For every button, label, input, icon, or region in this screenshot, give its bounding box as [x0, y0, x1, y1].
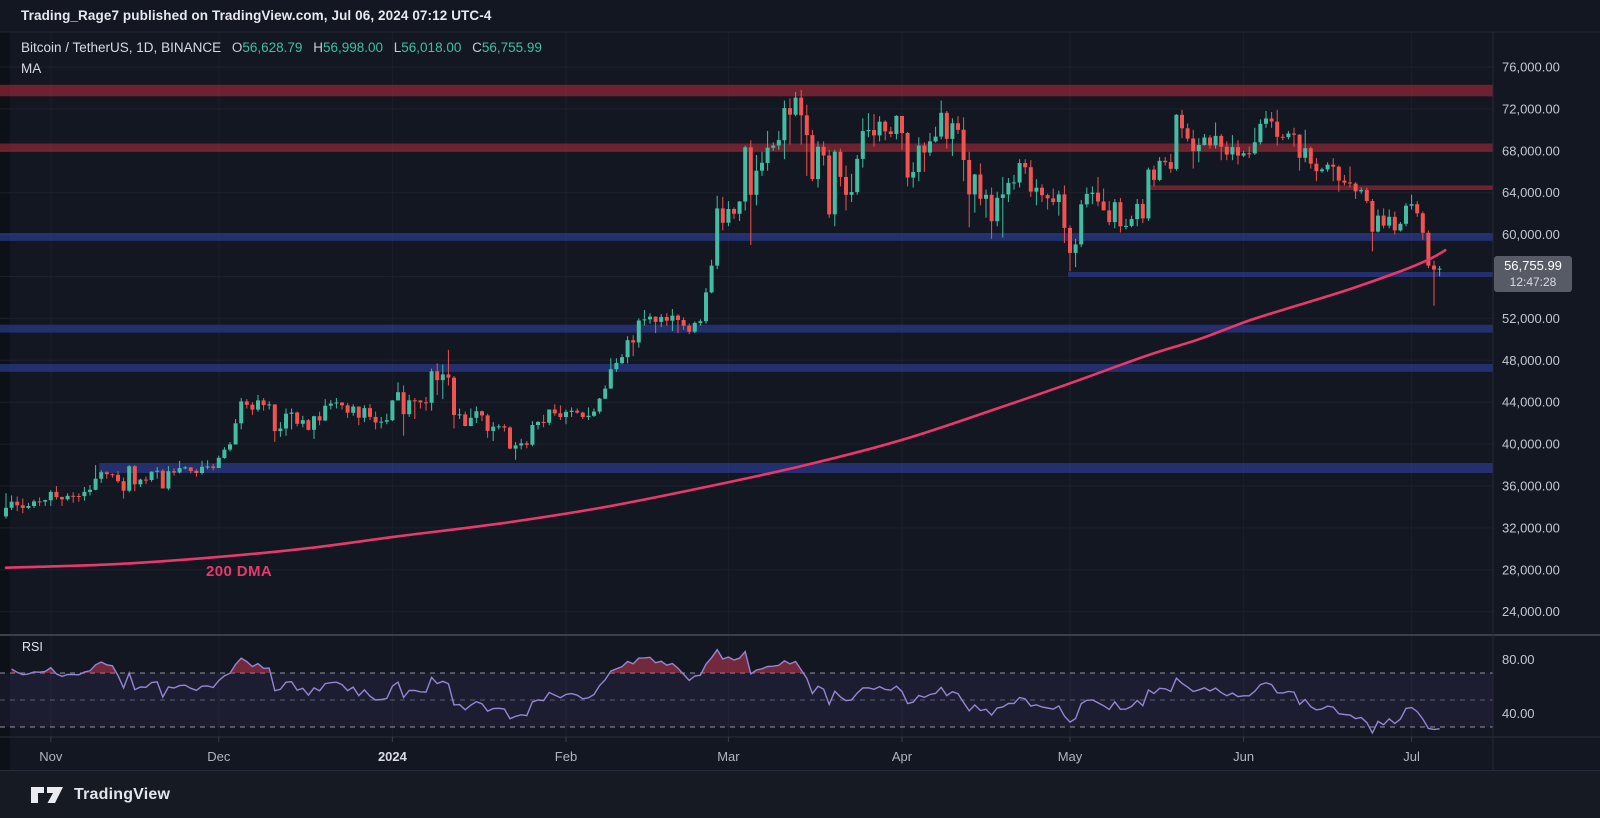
svg-text:36,000.00: 36,000.00 [1502, 479, 1560, 494]
tradingview-logo-icon[interactable] [30, 785, 64, 805]
candlesticks[interactable] [4, 90, 1442, 519]
time-axis[interactable]: Nov Dec 2024 Feb Mar Apr May Jun Jul [39, 737, 1420, 764]
svg-text:Apr: Apr [892, 749, 913, 764]
svg-text:76,000.00: 76,000.00 [1502, 60, 1560, 75]
price-axis[interactable]: 76,000.00 72,000.00 68,000.00 64,000.00 60,0… [1502, 60, 1560, 620]
chart-svg[interactable]: 76,000.00 72,000.00 68,000.00 64,000.00 60,0… [0, 0, 1600, 770]
svg-text:40.00: 40.00 [1502, 706, 1535, 721]
high-value: 56,998.00 [322, 40, 383, 55]
publish-caption: Trading_Rage7 published on TradingView.c… [21, 8, 492, 23]
close-value: 56,755.99 [481, 40, 542, 55]
last-price-value: 56,755.99 [1504, 258, 1562, 274]
resistance-band [0, 84, 1493, 97]
support-band [0, 324, 1493, 333]
support-band [0, 233, 1493, 241]
left-edge-strip [0, 32, 10, 770]
svg-text:Mar: Mar [717, 749, 740, 764]
candle-countdown: 12:47:28 [1509, 274, 1557, 289]
symbol-title[interactable]: Bitcoin / TetherUS, 1D, BINANCE [21, 40, 222, 55]
symbol-legend[interactable]: Bitcoin / TetherUS, 1D, BINANCE O56,628.… [21, 40, 542, 55]
svg-text:80.00: 80.00 [1502, 652, 1535, 667]
svg-text:60,000.00: 60,000.00 [1502, 227, 1560, 242]
resistance-band [1146, 185, 1493, 190]
svg-text:40,000.00: 40,000.00 [1502, 437, 1560, 452]
svg-text:72,000.00: 72,000.00 [1502, 101, 1560, 116]
last-price-badge: 56,755.99 12:47:28 [1494, 256, 1572, 292]
dma-200-line[interactable] [4, 249, 1447, 569]
rsi-band-fill [0, 673, 1493, 727]
svg-text:32,000.00: 32,000.00 [1502, 520, 1560, 535]
svg-text:Jul: Jul [1403, 749, 1420, 764]
tradingview-brand-text[interactable]: TradingView [74, 785, 171, 803]
ma-legend[interactable]: MA [21, 61, 42, 76]
svg-text:Feb: Feb [555, 749, 577, 764]
svg-text:Dec: Dec [207, 749, 231, 764]
svg-text:68,000.00: 68,000.00 [1502, 143, 1560, 158]
support-band [0, 364, 1493, 372]
svg-text:2024: 2024 [378, 749, 408, 764]
footer-bar: TradingView [0, 770, 1600, 818]
svg-text:48,000.00: 48,000.00 [1502, 353, 1560, 368]
svg-text:64,000.00: 64,000.00 [1502, 185, 1560, 200]
rsi-line[interactable] [11, 648, 1440, 735]
svg-text:Jun: Jun [1233, 749, 1254, 764]
open-value: 56,628.79 [242, 40, 303, 55]
open-label: O [231, 40, 243, 55]
rsi-axis[interactable]: 80.00 40.00 [1502, 652, 1535, 721]
svg-text:24,000.00: 24,000.00 [1502, 604, 1560, 619]
dma-annotation-label: 200 DMA [206, 563, 273, 580]
svg-text:Nov: Nov [39, 749, 63, 764]
gridlines [0, 32, 1493, 737]
low-value: 56,018.00 [401, 40, 462, 55]
svg-text:52,000.00: 52,000.00 [1502, 311, 1560, 326]
support-band [1068, 272, 1493, 277]
svg-text:28,000.00: 28,000.00 [1502, 562, 1560, 577]
rsi-indicator-label[interactable]: RSI [22, 640, 43, 654]
close-label: C [472, 40, 482, 55]
low-label: L [393, 40, 402, 55]
svg-text:May: May [1058, 749, 1083, 764]
svg-text:44,000.00: 44,000.00 [1502, 395, 1560, 410]
high-label: H [313, 40, 323, 55]
